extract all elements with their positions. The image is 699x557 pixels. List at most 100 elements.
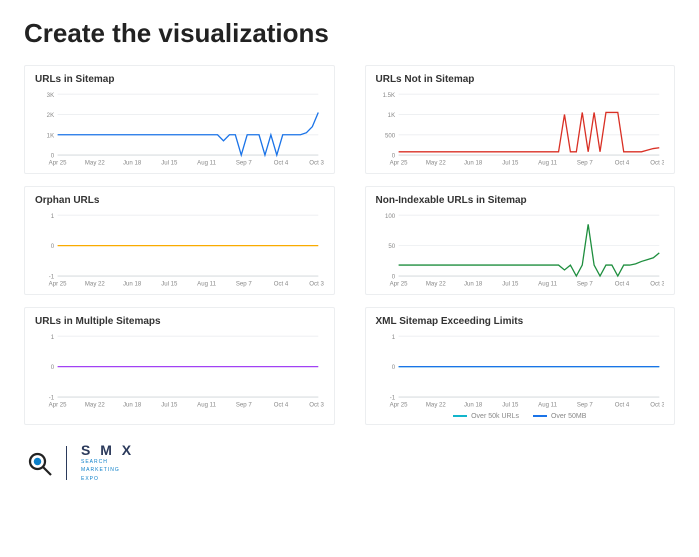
chart-card-c6: XML Sitemap Exceeding Limits -1 0 1 Apr 25 Ma… (365, 307, 676, 425)
x-tick-label: Jun 18 (123, 281, 142, 288)
chart-area: 0 1K 2K 3K Apr 25 May 22 Jun 18 Jul 15 Aug 11 Sep… (35, 89, 324, 169)
y-tick-label: -1 (49, 395, 55, 402)
y-tick-label: 1 (51, 334, 55, 341)
chart-title: URLs in Multiple Sitemaps (35, 316, 324, 327)
x-tick-label: Aug 11 (197, 401, 216, 408)
legend-label: Over 50k URLs (471, 413, 519, 420)
x-tick-label: Apr 25 (49, 401, 68, 408)
chart-area: -1 0 1 Apr 25 May 22 Jun 18 Jul 15 Aug 11 Sep 7 O… (35, 331, 324, 411)
x-tick-label: Jun 18 (123, 160, 142, 167)
chart-card-c4: Non-Indexable URLs in Sitemap 0 50 100 Apr 2… (365, 186, 676, 295)
x-tick-label: Sep 7 (236, 401, 253, 408)
x-tick-label: Jul 15 (161, 160, 178, 167)
y-tick-label: 1 (391, 334, 395, 341)
y-tick-label: 0 (51, 364, 55, 371)
chart-card-c5: URLs in Multiple Sitemaps -1 0 1 Apr 25 May 2… (24, 307, 335, 425)
x-tick-label: Aug 11 (538, 281, 557, 288)
chart-card-c1: URLs in Sitemap 0 1K 2K 3K Apr 25 May 22 Jun 18… (24, 65, 335, 174)
x-tick-label: May 22 (85, 281, 106, 288)
series-line-0 (398, 224, 659, 276)
y-tick-label: 100 (384, 213, 395, 220)
chart-card-c2: URLs Not in Sitemap05001K1.5KApr 25May 2… (365, 65, 676, 174)
logo-sub-3: EXPO (81, 476, 134, 483)
x-tick-label: Jun 18 (463, 160, 482, 167)
logo-sub-1: SEARCH (81, 459, 134, 466)
x-tick-label: Aug 11 (538, 401, 557, 408)
chart-area: -1 0 1 Apr 25 May 22 Jun 18 Jul 15 Aug 11 Sep 7 O… (35, 210, 324, 290)
x-tick-label: Jun 18 (463, 281, 482, 288)
chart-title: XML Sitemap Exceeding Limits (376, 316, 665, 327)
x-tick-label: May 22 (425, 160, 446, 167)
legend-swatch (453, 415, 467, 417)
x-tick-label: Sep 7 (236, 281, 253, 288)
x-tick-label: Oct 4 (274, 160, 289, 167)
y-tick-label: 1K (387, 112, 394, 119)
y-tick-label: -1 (389, 395, 395, 402)
x-tick-label: Apr 25 (49, 160, 68, 167)
x-tick-label: Jul 15 (161, 401, 178, 408)
x-tick-label: Oct 31 (650, 401, 664, 408)
x-tick-label: Apr 25 (389, 160, 408, 167)
y-tick-label: 1 (51, 213, 55, 220)
y-tick-label: 1K (47, 132, 54, 139)
x-tick-label: Jun 18 (123, 401, 142, 408)
charts-grid: URLs in Sitemap 0 1K 2K 3K Apr 25 May 22 Jun 18… (24, 65, 675, 425)
x-tick-label: Sep 7 (236, 160, 253, 167)
x-tick-label: May 22 (425, 281, 446, 288)
x-tick-label: May 22 (85, 401, 106, 408)
series-line-0 (398, 112, 659, 151)
chart-title: URLs in Sitemap (35, 74, 324, 85)
page-title: Create the visualizations (24, 18, 675, 49)
x-tick-label: May 22 (85, 160, 106, 167)
x-tick-label: Apr 25 (49, 281, 68, 288)
x-tick-label: Apr 25 (389, 401, 408, 408)
x-tick-label: Sep 7 (576, 281, 593, 288)
x-tick-label: Jul 15 (161, 281, 178, 288)
x-tick-label: Oct 31 (650, 281, 664, 288)
legend-item: Over 50MB (533, 413, 586, 420)
logo-divider (66, 446, 67, 480)
x-tick-label: Oct 4 (274, 281, 289, 288)
legend-label: Over 50MB (551, 413, 586, 420)
x-tick-label: Sep 7 (576, 160, 593, 167)
x-tick-label: Aug 11 (197, 281, 216, 288)
x-tick-label: Oct 4 (614, 401, 629, 408)
x-tick-label: May 22 (425, 401, 446, 408)
x-tick-label: Jul 15 (502, 160, 519, 167)
y-tick-label: 0 (391, 274, 395, 281)
chart-title: Non-Indexable URLs in Sitemap (376, 195, 665, 206)
chart-title: URLs Not in Sitemap (376, 74, 665, 85)
chart-area: -101Apr 25May 22Jun 18Jul 15Aug 11Sep 7O… (376, 331, 665, 411)
logo-text: S M X SEARCH MARKETING EXPO (81, 443, 134, 483)
y-tick-label: 3K (47, 92, 54, 99)
x-tick-label: Oct 4 (614, 281, 629, 288)
logo-acronym: S M X (81, 443, 134, 457)
y-tick-label: 0 (51, 153, 55, 160)
x-tick-label: Oct 4 (614, 160, 629, 167)
series-line-0 (58, 112, 319, 155)
chart-title: Orphan URLs (35, 195, 324, 206)
magnifier-icon (24, 448, 54, 478)
x-tick-label: Oct 31 (650, 160, 664, 167)
chart-area: 0 50 100 Apr 25 May 22 Jun 18 Jul 15 Aug 11 Sep … (376, 210, 665, 290)
legend-item: Over 50k URLs (453, 413, 519, 420)
y-tick-label: 0 (51, 243, 55, 250)
y-tick-label: 500 (384, 132, 395, 139)
y-tick-label: -1 (49, 274, 55, 281)
y-tick-label: 2K (47, 112, 54, 119)
x-tick-label: Oct 31 (309, 281, 323, 288)
x-tick-label: Jul 15 (502, 401, 519, 408)
x-tick-label: Oct 31 (309, 401, 323, 408)
x-tick-label: Jun 18 (463, 401, 482, 408)
x-tick-label: Aug 11 (197, 160, 216, 167)
legend-swatch (533, 415, 547, 417)
x-tick-label: Oct 4 (274, 401, 289, 408)
y-tick-label: 0 (391, 364, 395, 371)
chart-area: 05001K1.5KApr 25May 22Jun 18Jul 15Aug 11… (376, 89, 665, 169)
chart-legend: Over 50k URLs Over 50MB (376, 413, 665, 420)
footer-logo: S M X SEARCH MARKETING EXPO (24, 443, 675, 483)
y-tick-label: 0 (391, 153, 395, 160)
x-tick-label: Apr 25 (389, 281, 408, 288)
y-tick-label: 50 (388, 243, 395, 250)
x-tick-label: Jul 15 (502, 281, 519, 288)
